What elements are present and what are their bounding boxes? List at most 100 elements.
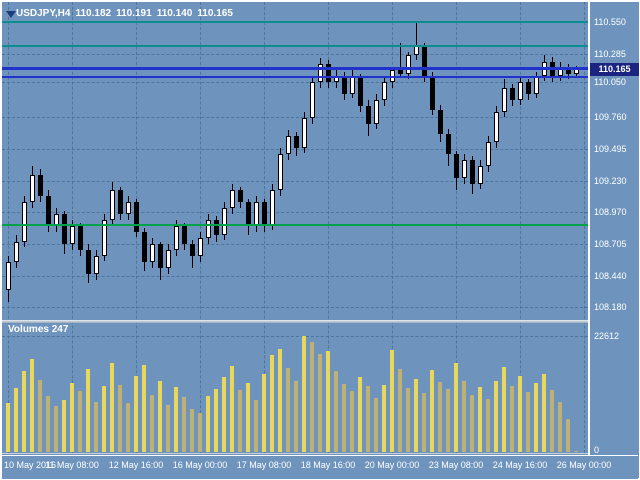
volume-bar <box>454 363 458 452</box>
horizontal-gridline <box>2 149 588 150</box>
bear-candle-body <box>118 190 123 214</box>
volume-scale-max-label: 22612 <box>594 331 620 341</box>
volume-bar <box>422 393 426 452</box>
open-value: 110.182 <box>75 8 112 19</box>
vertical-gridline <box>328 2 329 453</box>
price-scale-label: 108.180 <box>594 302 627 312</box>
bear-candle-body <box>422 46 427 76</box>
one-click-trading-icon[interactable] <box>6 11 16 18</box>
volume-pane-bottom-line <box>2 453 588 454</box>
volume-bar <box>70 383 74 452</box>
bull-candle-body <box>494 112 499 142</box>
volume-bar <box>558 402 562 452</box>
indicator-label: Volumes 247 <box>8 324 69 335</box>
price-scale-label: 108.705 <box>594 239 627 249</box>
time-axis[interactable]: 10 May 2016 11 May 08:00 12 May 16:00 16 Ma… <box>2 455 638 479</box>
volume-bar <box>158 381 162 452</box>
volume-bar <box>78 391 82 452</box>
volume-bar <box>6 403 10 452</box>
bull-candle-body <box>318 64 323 82</box>
bull-candle-body <box>518 82 523 100</box>
volume-bar <box>406 388 410 452</box>
volume-bar <box>542 374 546 452</box>
bear-candle-body <box>262 202 267 226</box>
vertical-gridline <box>520 2 521 453</box>
bull-candle-body <box>70 226 75 244</box>
volume-bar <box>30 359 34 452</box>
bull-candle-body <box>478 166 483 184</box>
bear-candle-body <box>438 110 443 134</box>
chart-header: USDJPY,H4 110.182 110.191 110.140 110.165 <box>16 8 238 19</box>
bear-candle-body <box>398 70 403 74</box>
resistance-line-cyan[interactable] <box>2 21 588 23</box>
volume-bar <box>118 385 122 452</box>
horizontal-gridline <box>2 117 588 118</box>
volume-bar <box>366 386 370 452</box>
volume-scale-min-label: 0 <box>594 445 600 455</box>
volume-bar <box>230 366 234 452</box>
volume-bar <box>318 354 322 452</box>
bear-candle-body <box>38 175 43 196</box>
pane-separator[interactable] <box>2 320 588 323</box>
bear-candle-body <box>86 250 91 274</box>
bear-candle-body <box>142 232 147 262</box>
volume-bar <box>502 367 506 452</box>
time-axis-label: 20 May 00:00 <box>364 460 420 470</box>
price-scale-label: 108.440 <box>594 271 627 281</box>
bull-candle-body <box>278 154 283 190</box>
bear-candle-body <box>470 160 475 184</box>
time-axis-label: 11 May 08:00 <box>45 460 99 470</box>
bull-candle-body <box>374 100 379 124</box>
volume-bar <box>150 395 154 452</box>
volume-bar <box>334 371 338 452</box>
bear-candle-body <box>446 134 451 154</box>
support-line-blue[interactable] <box>2 76 588 78</box>
volume-bar <box>470 395 474 452</box>
horizontal-gridline <box>2 212 588 213</box>
bear-candle-body <box>294 136 299 148</box>
bull-candle-body <box>462 160 467 178</box>
volume-bar <box>374 398 378 452</box>
bull-candle-body <box>94 256 99 274</box>
bear-candle-body <box>190 244 195 256</box>
volume-bar <box>262 374 266 452</box>
candle-wick <box>416 22 417 60</box>
volume-bar <box>430 370 434 452</box>
horizontal-gridline <box>2 181 588 182</box>
volume-bar <box>102 386 106 452</box>
vertical-gridline <box>584 2 585 453</box>
volume-bar <box>22 371 26 452</box>
chart-surface[interactable]: USDJPY,H4 110.182 110.191 110.140 110.165 Vo… <box>2 2 588 478</box>
volume-bar <box>182 397 186 452</box>
resistance-line-cyan[interactable] <box>2 45 588 47</box>
bid-price-line <box>2 67 588 70</box>
volume-bar <box>438 382 442 452</box>
volume-bar <box>246 383 250 452</box>
volume-bar <box>478 387 482 452</box>
bull-candle-body <box>222 208 227 235</box>
time-axis-label: 10 May 2016 <box>4 460 57 470</box>
bull-candle-body <box>230 190 235 208</box>
bull-candle-body <box>534 76 539 94</box>
bull-candle-body <box>350 76 355 94</box>
price-scale[interactable]: 110.165 110.550 110.285 110.050 109.760 109.… <box>589 2 639 478</box>
bear-candle-body <box>246 202 251 226</box>
support-line-green[interactable] <box>2 224 588 226</box>
bear-candle-body <box>366 106 371 124</box>
volume-bar <box>534 383 538 452</box>
volume-bar <box>358 377 362 452</box>
volume-bar <box>38 380 42 452</box>
volume-bar <box>254 400 258 452</box>
bear-candle-body <box>526 82 531 94</box>
low-value: 110.140 <box>156 8 193 19</box>
bull-candle-body <box>6 262 11 290</box>
volume-bar <box>574 451 578 452</box>
volume-bar <box>46 396 50 452</box>
horizontal-gridline <box>2 54 588 55</box>
high-value: 110.191 <box>116 8 152 19</box>
bull-candle-body <box>110 190 115 220</box>
volume-bar <box>214 389 218 452</box>
time-axis-label: 12 May 16:00 <box>108 460 164 470</box>
horizontal-gridline <box>2 307 588 308</box>
